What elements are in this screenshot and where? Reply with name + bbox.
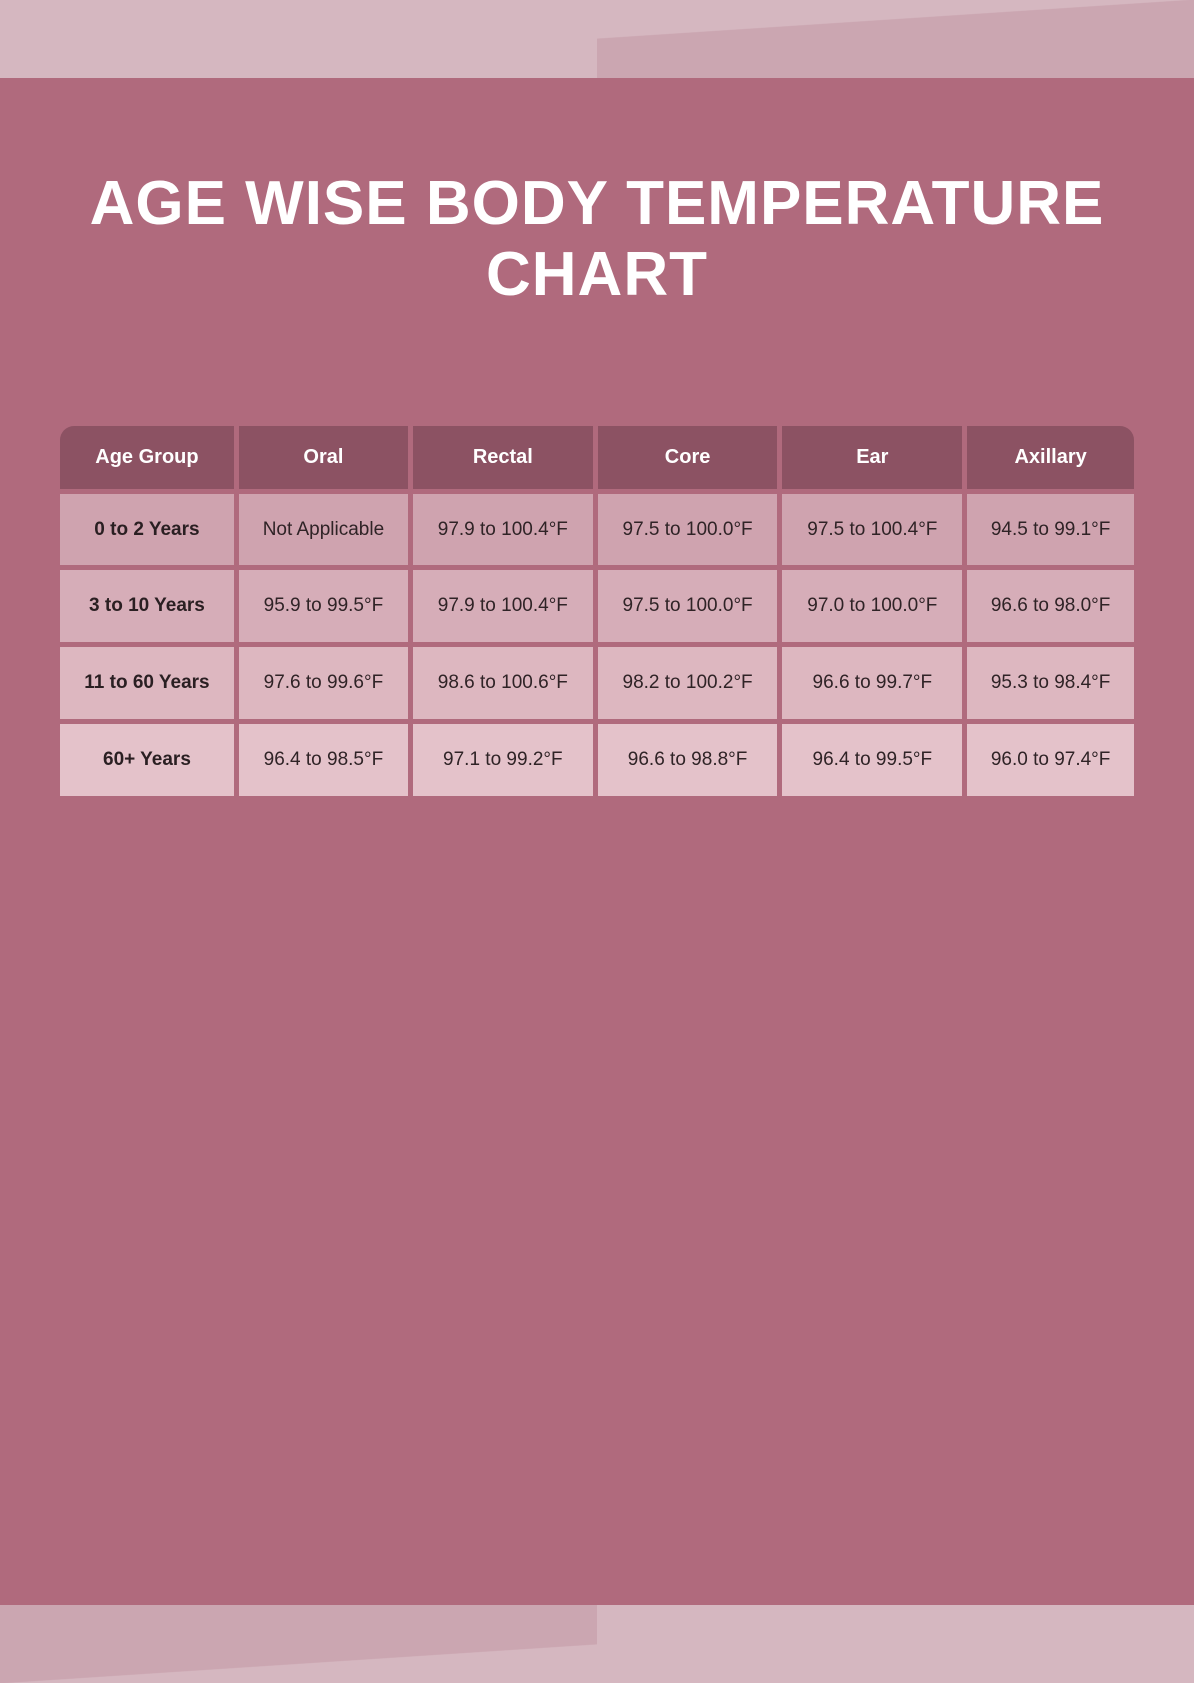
cell-oral: 96.4 to 98.5°F: [239, 724, 408, 796]
cell-rectal: 98.6 to 100.6°F: [413, 647, 593, 719]
table-row: 60+ Years 96.4 to 98.5°F 97.1 to 99.2°F …: [60, 724, 1134, 796]
cell-age: 60+ Years: [60, 724, 234, 796]
table-row: 11 to 60 Years 97.6 to 99.6°F 98.6 to 10…: [60, 647, 1134, 719]
cell-axillary: 96.6 to 98.0°F: [967, 570, 1134, 642]
col-ear: Ear: [782, 426, 962, 489]
temperature-table: Age Group Oral Rectal Core Ear Axillary …: [55, 421, 1139, 801]
cell-rectal: 97.1 to 99.2°F: [413, 724, 593, 796]
cell-age: 3 to 10 Years: [60, 570, 234, 642]
table-header-row: Age Group Oral Rectal Core Ear Axillary: [60, 426, 1134, 489]
cell-oral: 95.9 to 99.5°F: [239, 570, 408, 642]
cell-ear: 97.5 to 100.4°F: [782, 494, 962, 566]
chart-title: AGE WISE BODY TEMPERATURE CHART: [55, 168, 1139, 311]
cell-ear: 96.4 to 99.5°F: [782, 724, 962, 796]
cell-rectal: 97.9 to 100.4°F: [413, 494, 593, 566]
table-row: 0 to 2 Years Not Applicable 97.9 to 100.…: [60, 494, 1134, 566]
table-row: 3 to 10 Years 95.9 to 99.5°F 97.9 to 100…: [60, 570, 1134, 642]
cell-axillary: 94.5 to 99.1°F: [967, 494, 1134, 566]
cell-core: 98.2 to 100.2°F: [598, 647, 778, 719]
col-rectal: Rectal: [413, 426, 593, 489]
col-age-group: Age Group: [60, 426, 234, 489]
cell-age: 0 to 2 Years: [60, 494, 234, 566]
cell-core: 96.6 to 98.8°F: [598, 724, 778, 796]
cell-core: 97.5 to 100.0°F: [598, 570, 778, 642]
col-oral: Oral: [239, 426, 408, 489]
cell-core: 97.5 to 100.0°F: [598, 494, 778, 566]
content-area: AGE WISE BODY TEMPERATURE CHART Age Grou…: [0, 78, 1194, 801]
cell-ear: 96.6 to 99.7°F: [782, 647, 962, 719]
cell-age: 11 to 60 Years: [60, 647, 234, 719]
cell-oral: 97.6 to 99.6°F: [239, 647, 408, 719]
cell-axillary: 96.0 to 97.4°F: [967, 724, 1134, 796]
cell-rectal: 97.9 to 100.4°F: [413, 570, 593, 642]
cell-axillary: 95.3 to 98.4°F: [967, 647, 1134, 719]
cell-oral: Not Applicable: [239, 494, 408, 566]
col-core: Core: [598, 426, 778, 489]
col-axillary: Axillary: [967, 426, 1134, 489]
cell-ear: 97.0 to 100.0°F: [782, 570, 962, 642]
